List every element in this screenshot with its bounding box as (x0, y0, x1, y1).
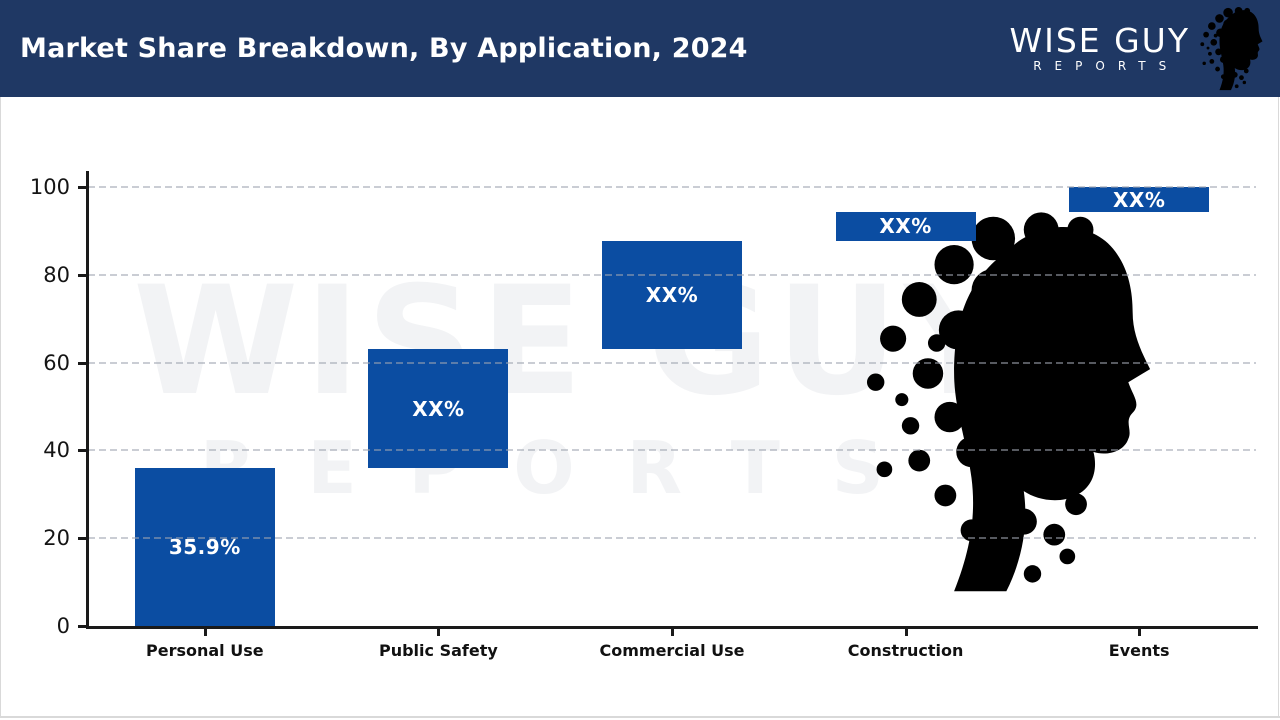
wiseguy-head-icon (1194, 6, 1266, 92)
gridline-20 (88, 537, 1256, 540)
gridline-80 (88, 273, 1256, 276)
logo-subtitle: REPORTS (1033, 59, 1180, 74)
y-axis-tick (78, 186, 87, 189)
gridline-100 (88, 186, 1256, 188)
x-axis-tick (671, 628, 674, 636)
wiseguy-logo-text: WISE GUY REPORTS (1009, 20, 1190, 74)
x-axis-label: Events (1108, 641, 1170, 660)
x-axis-line (86, 626, 1258, 629)
bar-events: XX% (1069, 187, 1210, 213)
wiseguy-logo: WISE GUY REPORTS (1009, 6, 1266, 92)
y-axis-tick (78, 449, 87, 453)
x-axis-label: Commercial Use (599, 641, 745, 660)
y-tick-label: 100 (29, 175, 70, 199)
bar-construction: XX% (835, 212, 976, 241)
y-axis-tick (78, 625, 87, 628)
x-axis-label: Construction (847, 641, 964, 660)
card-border-right (1278, 97, 1279, 717)
watermark-wordmark: WISE GUY (133, 255, 1019, 429)
x-axis-tick (203, 628, 207, 636)
y-tick-label: 0 (56, 614, 70, 638)
y-tick-label: 60 (43, 350, 70, 375)
x-axis-label: Public Safety (378, 641, 498, 660)
gridline-60 (88, 361, 1256, 364)
header-bar: Market Share Breakdown, By Application, … (0, 0, 1280, 97)
bar-value-label: XX% (1112, 187, 1166, 212)
y-tick-label: 80 (43, 262, 70, 287)
x-axis-tick (1138, 628, 1142, 636)
bar-value-label: XX% (645, 282, 699, 307)
card-border-left (0, 97, 1, 717)
x-axis-label: Personal Use (146, 641, 264, 660)
y-axis-tick (78, 273, 87, 277)
bar-commercial-use: XX% (602, 240, 742, 350)
logo-wordmark: WISE GUY (1009, 20, 1190, 60)
y-tick-label: 40 (43, 438, 70, 463)
y-axis-tick (78, 361, 87, 365)
bar-public-safety: XX% (368, 349, 509, 469)
x-axis-tick (904, 628, 908, 636)
watermark-head-icon (812, 208, 1192, 600)
card-border-bottom (0, 716, 1280, 718)
y-axis-line (86, 171, 89, 629)
bar-value-label: 35.9% (168, 535, 241, 560)
y-tick-label: 20 (43, 526, 70, 551)
x-axis-tick (437, 628, 441, 636)
y-axis-tick (78, 537, 87, 541)
watermark-subtitle: REPORTS (200, 426, 936, 510)
gridline-40 (88, 449, 1256, 452)
bar-value-label: XX% (879, 214, 932, 239)
bar-value-label: XX% (412, 396, 465, 421)
bar-personal-use: 35.9% (134, 468, 275, 626)
chart-title: Market Share Breakdown, By Application, … (20, 33, 748, 64)
